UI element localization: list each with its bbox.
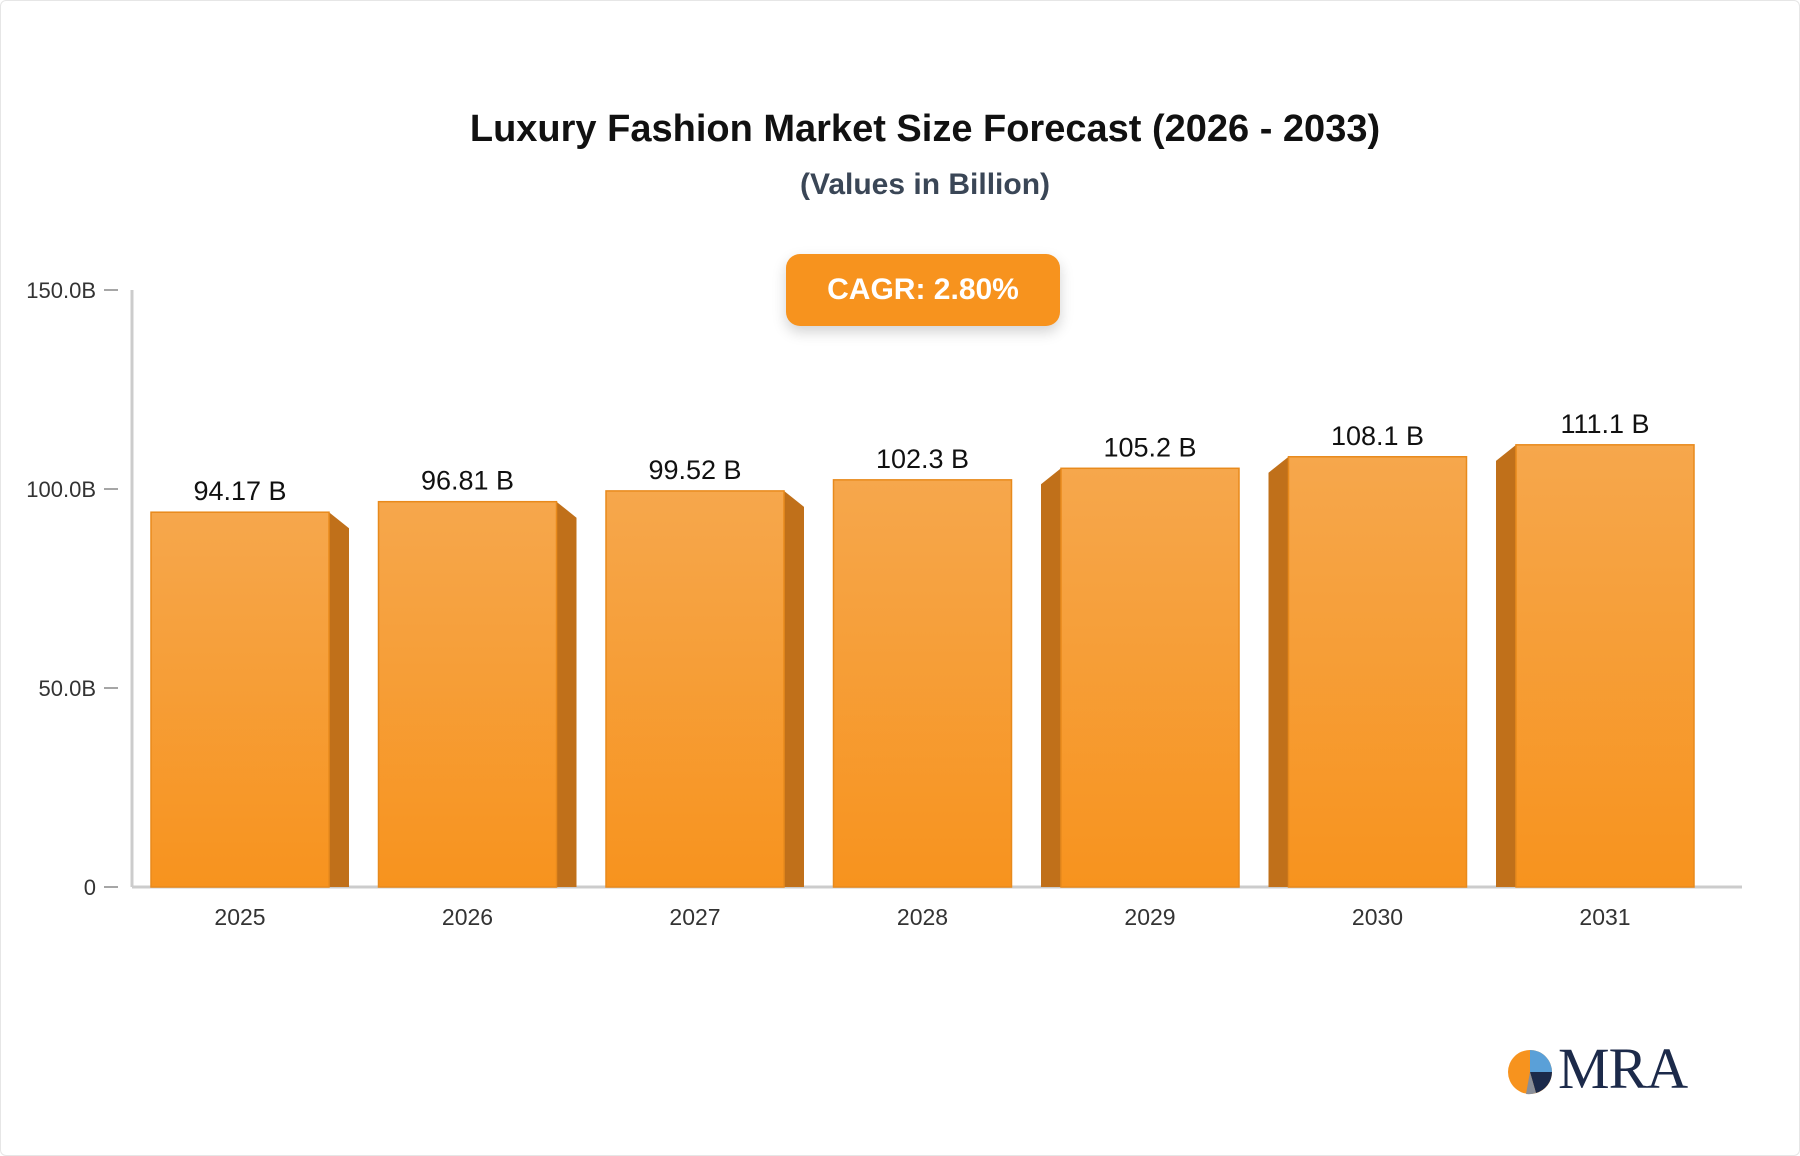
bar-group [1041, 467, 1240, 888]
bar-group [832, 479, 1013, 888]
bar-side [1268, 456, 1289, 887]
bars [150, 444, 1695, 888]
x-tick-label: 2030 [1352, 904, 1403, 930]
value-labels: 94.17 B 2025 96.81 B 2026 99.52 B 2027 102.3 B… [193, 409, 1649, 930]
bar-value-label: 102.3 B [876, 444, 969, 474]
logo-text: MRA [1558, 1036, 1688, 1101]
bar-value-label: 94.17 B [193, 476, 286, 506]
bar-value-label: 99.52 B [648, 455, 741, 485]
bar-group [605, 490, 804, 888]
bar [1287, 456, 1468, 888]
bar [605, 490, 785, 888]
bar-side [1041, 468, 1061, 887]
bar [832, 479, 1013, 888]
x-tick-label: 2025 [214, 904, 265, 930]
bar-side [784, 490, 804, 887]
bar-group [150, 511, 349, 888]
y-tick-label: 0 [84, 875, 96, 900]
bar-value-label: 105.2 B [1103, 432, 1196, 462]
bar-group [1496, 444, 1695, 888]
x-tick-label: 2029 [1124, 904, 1175, 930]
bar [1060, 467, 1240, 888]
bar [1515, 444, 1695, 888]
bar-value-label: 108.1 B [1331, 421, 1424, 451]
mra-logo: MRA [1506, 1040, 1696, 1098]
bar [377, 500, 558, 888]
bar-value-label: 111.1 B [1560, 409, 1649, 439]
bar [150, 511, 330, 888]
bar-side [1496, 444, 1516, 887]
chart-subtitle: (Values in Billion) [799, 168, 1051, 201]
y-tick-label: 50.0B [39, 676, 97, 701]
y-tick-label: 150.0B [26, 278, 96, 303]
bar-group [377, 500, 577, 888]
x-tick-label: 2031 [1579, 904, 1630, 930]
bar-side [556, 501, 577, 887]
y-tick-label: 100.0B [26, 477, 96, 502]
bar-group [1268, 456, 1468, 888]
cagr-badge: CAGR: 2.80% [786, 254, 1060, 326]
bar-value-label: 96.81 B [421, 466, 514, 496]
x-tick-label: 2026 [442, 904, 493, 930]
bar-side [329, 512, 349, 887]
x-tick-label: 2027 [669, 904, 720, 930]
pie-logo-icon [1508, 1050, 1552, 1095]
chart-title: Luxury Fashion Market Size Forecast (202… [469, 108, 1381, 150]
x-tick-label: 2028 [897, 904, 948, 930]
